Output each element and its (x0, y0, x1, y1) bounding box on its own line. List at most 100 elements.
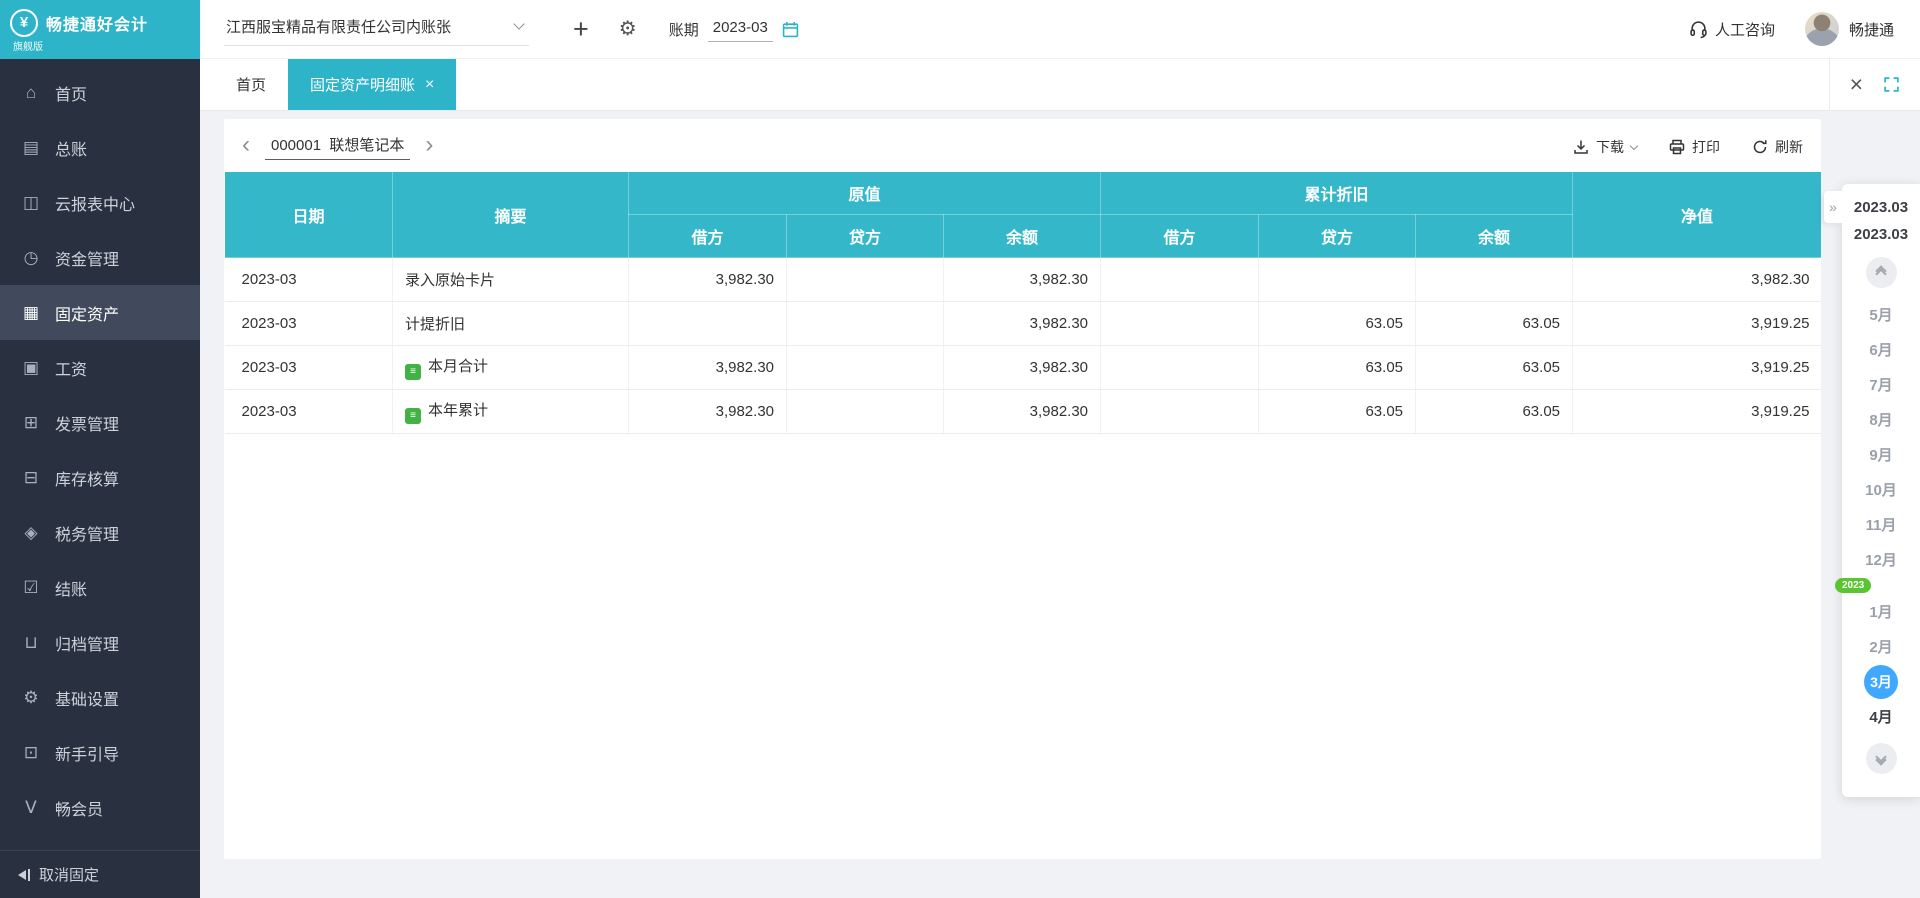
month-label: 7月 (1869, 377, 1893, 394)
tab-home[interactable]: 首页 (214, 59, 288, 110)
timeline-scroll-up-button[interactable] (1865, 257, 1897, 288)
month-label: 12月 (1865, 552, 1897, 569)
sidebar-item-fixed-assets[interactable]: ▦ 固定资产 (0, 285, 200, 340)
calendar-icon[interactable] (782, 21, 799, 38)
cell-depreciation-credit (1258, 257, 1417, 302)
col-depreciation-debit: 借方 (1100, 214, 1260, 258)
year-badge: 2023 (1835, 578, 1872, 593)
timeline-month-10[interactable]: 10月 (1842, 472, 1920, 507)
month-label: 1月 (1869, 604, 1893, 621)
sidebar-item-tax-management[interactable]: ◈ 税务管理 (0, 505, 200, 560)
print-button[interactable]: 打印 (1669, 137, 1720, 157)
close-icon[interactable]: × (1849, 71, 1863, 97)
table-row[interactable]: 2023-03 ≡ 本月合计 3,982.30 3,982.30 63.05 63.05 3,… (224, 345, 1821, 390)
download-icon (1574, 140, 1588, 154)
app-edition-label: 旗舰版 (13, 41, 43, 53)
guide-icon: ⊡ (23, 742, 39, 762)
summary-text: 录入原始卡片 (405, 272, 496, 289)
sidebar-item-beginner-guide[interactable]: ⊡ 新手引导 (0, 725, 200, 780)
ledger-table-header: 日期 摘要 原值 累计折旧 净值 借方 贷方 余额 借方 贷方 余额 (224, 171, 1821, 258)
support-button[interactable]: 人工咨询 (1689, 19, 1775, 40)
cell-original-credit (786, 345, 944, 390)
timeline-month-1[interactable]: 1月 (1842, 594, 1920, 629)
cell-net-value: 3,982.30 (1572, 257, 1821, 302)
timeline-expand-button[interactable]: » (1824, 191, 1842, 223)
cell-depreciation-balance: 63.05 (1415, 389, 1574, 434)
timeline-month-4[interactable]: 4月 (1842, 699, 1920, 734)
sidebar-item-fund-management[interactable]: ◷ 资金管理 (0, 230, 200, 285)
tab-close-icon[interactable]: × (425, 75, 435, 93)
timeline-month-8[interactable]: 8月 (1842, 402, 1920, 437)
timeline-month-2[interactable]: 2月 (1842, 629, 1920, 664)
toolbar-actions: 下载 打印 刷新 (1573, 137, 1803, 157)
home-icon: ⌂ (25, 82, 37, 102)
company-selector[interactable]: 江西服宝精品有限责任公司内账张 (224, 13, 529, 46)
cell-depreciation-debit (1100, 389, 1260, 434)
timeline-month-7[interactable]: 7月 (1842, 367, 1920, 402)
prev-asset-button[interactable]: ‹ (242, 131, 250, 158)
logo-row: ¥ 畅捷通好会计 (10, 8, 190, 37)
add-button[interactable]: + (573, 13, 589, 44)
sidebar-item-archive-management[interactable]: ⊔ 归档管理 (0, 615, 200, 670)
cell-date: 2023-03 (224, 257, 393, 302)
sidebar-nav: ⌂ 首页 ▤ 总账 ◫ 云报表中心 ◷ 资金管理 ▦ 固定资产 ▣ 工资 ⊞ 发票管理 ⊟ 库存核算 ◈ 税务管理… (0, 59, 200, 850)
table-row[interactable]: 2023-03 计提折旧 3,982.30 63.05 63.05 3,919.25 (224, 301, 1821, 346)
timeline-scroll-down-button[interactable] (1865, 743, 1897, 774)
month-label: 6月 (1869, 342, 1893, 359)
company-name: 江西服宝精品有限责任公司内账张 (226, 18, 452, 36)
cell-original-debit: 3,982.30 (628, 257, 787, 302)
cell-original-credit (786, 257, 944, 302)
sidebar: ¥ 畅捷通好会计 旗舰版 ⌂ 首页 ▤ 总账 ◫ 云报表中心 ◷ 资金管理 ▦ 固定资产 ▣ 工资 ⊞ 发… (0, 0, 200, 898)
download-button[interactable]: 下载 (1573, 137, 1639, 157)
sidebar-item-cloud-report-center[interactable]: ◫ 云报表中心 (0, 175, 200, 230)
sidebar-item-basic-settings[interactable]: ⚙ 基础设置 (0, 670, 200, 725)
report-icon: ◫ (22, 192, 40, 212)
table-row[interactable]: 2023-03 ≡ 本年累计 3,982.30 3,982.30 63.05 63.05 3,… (224, 389, 1821, 434)
timeline-month-3[interactable]: 3月 (1842, 664, 1920, 699)
asset-icon: ▦ (22, 302, 40, 322)
cell-original-balance: 3,982.30 (943, 257, 1102, 302)
timeline-month-11[interactable]: 11月 (1842, 507, 1920, 542)
next-asset-button[interactable]: › (425, 131, 434, 158)
month-label: 11月 (1865, 517, 1897, 534)
tab-list: 首页 固定资产明细账 × (214, 59, 457, 110)
timeline-month-5[interactable]: 5月 (1842, 297, 1920, 332)
cell-original-balance: 3,982.30 (943, 301, 1102, 346)
ledger-icon: ▤ (22, 137, 40, 157)
cell-original-credit (786, 389, 944, 434)
sidebar-item-label: 新手引导 (55, 746, 120, 764)
settings-gear-icon[interactable]: ⚙ (618, 18, 637, 40)
cell-summary: ≡ 本月合计 (392, 345, 629, 390)
archive-icon: ⊔ (24, 632, 38, 652)
refresh-button[interactable]: 刷新 (1752, 137, 1803, 157)
fullscreen-icon[interactable] (1883, 76, 1900, 93)
timeline-month-6[interactable]: 6月 (1842, 332, 1920, 367)
summary-total-icon: ≡ (405, 363, 421, 380)
asset-navigator: ‹ 000001 联想笔记本 › (242, 131, 434, 160)
sidebar-item-general-ledger[interactable]: ▤ 总账 (0, 120, 200, 175)
cell-summary: 录入原始卡片 (392, 257, 629, 302)
asset-code-name[interactable]: 000001 联想笔记本 (265, 134, 411, 160)
sidebar-item-label: 工资 (55, 361, 88, 379)
refresh-icon (1753, 140, 1767, 154)
sidebar-item-closing[interactable]: ☑ 结账 (0, 560, 200, 615)
sidebar-item-home[interactable]: ⌂ 首页 (0, 65, 200, 120)
sidebar-item-inventory-accounting[interactable]: ⊟ 库存核算 (0, 450, 200, 505)
timeline-month-9[interactable]: 9月 (1842, 437, 1920, 472)
col-original-debit: 借方 (628, 214, 787, 258)
sidebar-item-invoice-management[interactable]: ⊞ 发票管理 (0, 395, 200, 450)
avatar[interactable] (1804, 12, 1839, 46)
summary-text: 本年累计 (428, 402, 489, 420)
period-value[interactable]: 2023-03 (707, 17, 773, 42)
month-label: 10月 (1865, 482, 1897, 499)
timeline-month-12[interactable]: 12月 (1842, 542, 1920, 577)
sidebar-item-member[interactable]: Ⅴ 畅会员 (0, 780, 200, 835)
tabbar-tools: × (1828, 59, 1920, 110)
sidebar-item-salary[interactable]: ▣ 工资 (0, 340, 200, 395)
sidebar-unpin-button[interactable]: 取消固定 (0, 850, 200, 898)
tab-fixed-asset-ledger[interactable]: 固定资产明细账 × (288, 59, 457, 110)
summary-total-icon: ≡ (405, 407, 421, 424)
fund-icon: ◷ (23, 247, 39, 267)
table-row[interactable]: 2023-03 录入原始卡片 3,982.30 3,982.30 3,982.30 (224, 257, 1821, 302)
